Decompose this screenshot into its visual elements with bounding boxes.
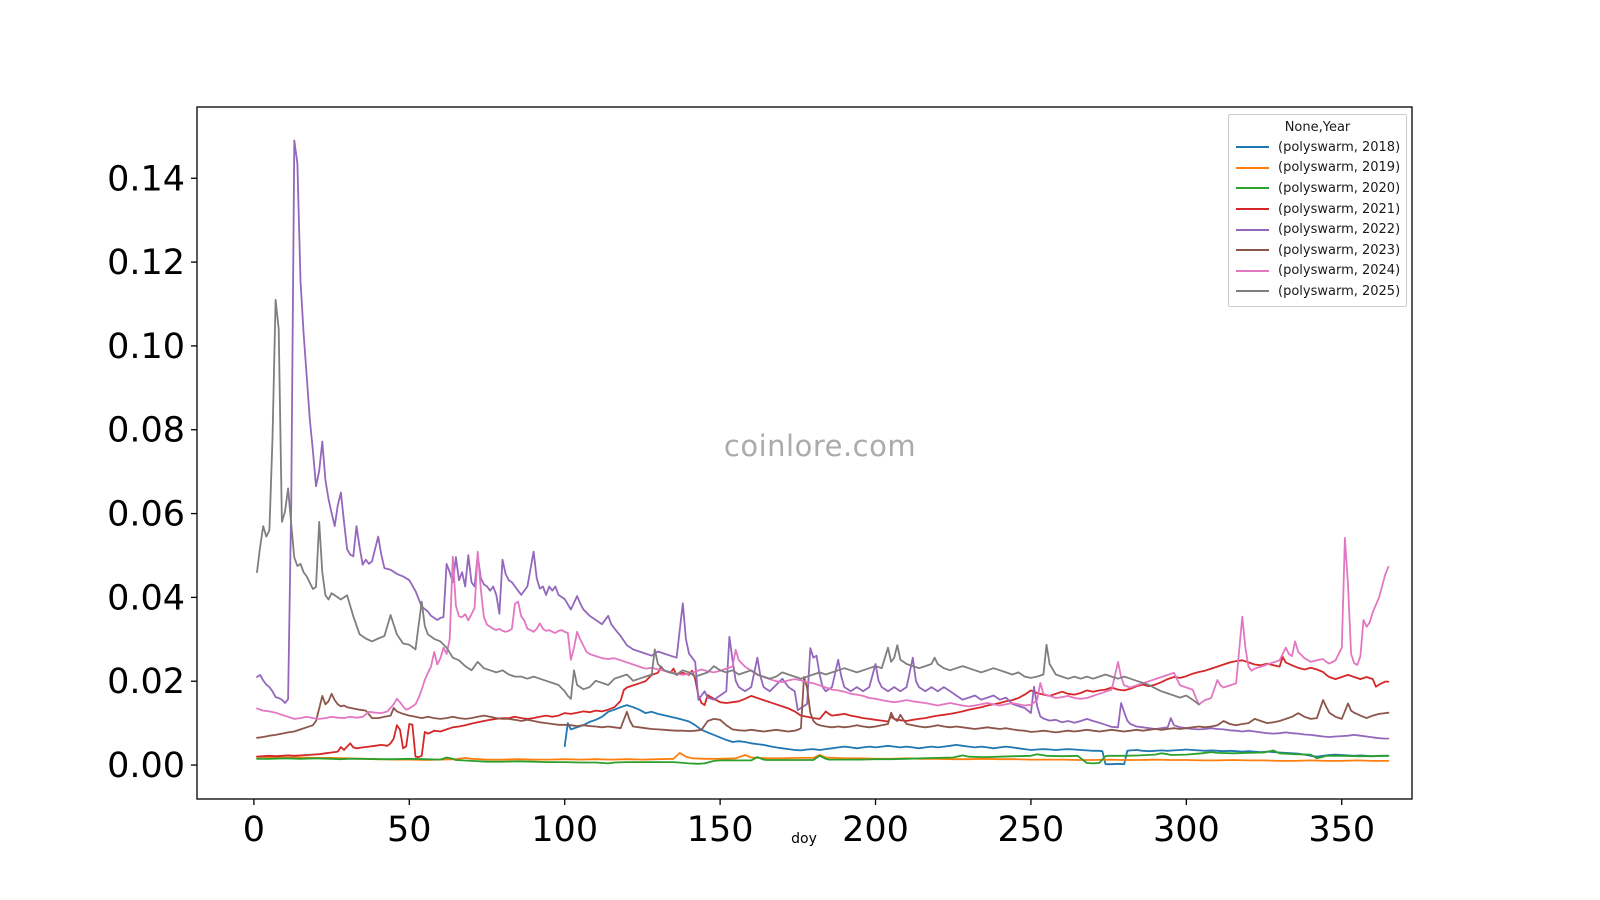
y-tick-label: 0.08: [107, 411, 185, 451]
x-tick-label: 50: [387, 810, 432, 850]
y-tick-label: 0.00: [107, 746, 185, 786]
legend-swatch-icon: [1236, 249, 1269, 252]
watermark: coinlore.com: [723, 429, 917, 463]
legend-label: (polyswarm, 2024): [1278, 263, 1401, 279]
x-tick-label: 350: [1308, 810, 1375, 850]
legend-swatch-icon: [1236, 187, 1269, 190]
legend-label: (polyswarm, 2021): [1278, 201, 1401, 217]
series-line-polyswarm-2022: [256, 139, 1390, 740]
legend-item-2018: (polyswarm, 2018): [1236, 137, 1401, 158]
legend-label: (polyswarm, 2019): [1278, 160, 1401, 176]
y-tick-label: 0.04: [107, 578, 185, 618]
y-tick-label: 0.14: [107, 159, 185, 199]
plot-frame: [196, 106, 1413, 800]
legend-item-2019: (polyswarm, 2019): [1236, 158, 1401, 179]
x-tick-label: 0: [243, 810, 265, 850]
series-line-polyswarm-2018: [563, 704, 1390, 766]
x-tick-label: 250: [998, 810, 1065, 850]
legend-item-2022: (polyswarm, 2022): [1236, 219, 1401, 240]
x-tick-label: 200: [842, 810, 909, 850]
y-tick-label: 0.02: [107, 662, 185, 702]
legend: None,Year (polyswarm, 2018) (polyswarm, 2…: [1228, 114, 1407, 307]
legend-item-2025: (polyswarm, 2025): [1236, 281, 1401, 302]
legend-item-2020: (polyswarm, 2020): [1236, 178, 1401, 199]
x-tick-label: 100: [531, 810, 598, 850]
y-tick-label: 0.06: [107, 495, 185, 535]
legend-swatch-icon: [1236, 290, 1269, 293]
x-tick-label: 300: [1153, 810, 1220, 850]
legend-swatch-icon: [1236, 166, 1269, 169]
legend-item-2023: (polyswarm, 2023): [1236, 240, 1401, 261]
series-line-polyswarm-2024: [256, 537, 1390, 720]
series-line-polyswarm-2021: [256, 656, 1390, 758]
legend-swatch-icon: [1236, 146, 1269, 149]
series-line-polyswarm-2025: [256, 298, 1200, 706]
legend-label: (polyswarm, 2025): [1278, 283, 1401, 299]
series-line-polyswarm-2020: [256, 749, 1390, 765]
legend-label: (polyswarm, 2020): [1278, 180, 1401, 196]
legend-label: (polyswarm, 2018): [1278, 139, 1401, 155]
legend-swatch-icon: [1236, 208, 1269, 211]
legend-swatch-icon: [1236, 269, 1269, 272]
legend-title: None,Year: [1284, 120, 1351, 135]
legend-swatch-icon: [1236, 228, 1269, 231]
legend-item-2024: (polyswarm, 2024): [1236, 261, 1401, 282]
legend-items: (polyswarm, 2018) (polyswarm, 2019) (polys…: [1236, 137, 1401, 302]
x-axis-label: doy: [791, 831, 817, 847]
series-line-polyswarm-2023: [256, 676, 1390, 739]
y-tick-label: 0.12: [107, 243, 185, 283]
y-tick-label: 0.10: [107, 327, 185, 367]
legend-item-2021: (polyswarm, 2021): [1236, 199, 1401, 220]
legend-label: (polyswarm, 2023): [1278, 242, 1401, 258]
legend-label: (polyswarm, 2022): [1278, 222, 1401, 238]
x-tick-label: 150: [687, 810, 754, 850]
